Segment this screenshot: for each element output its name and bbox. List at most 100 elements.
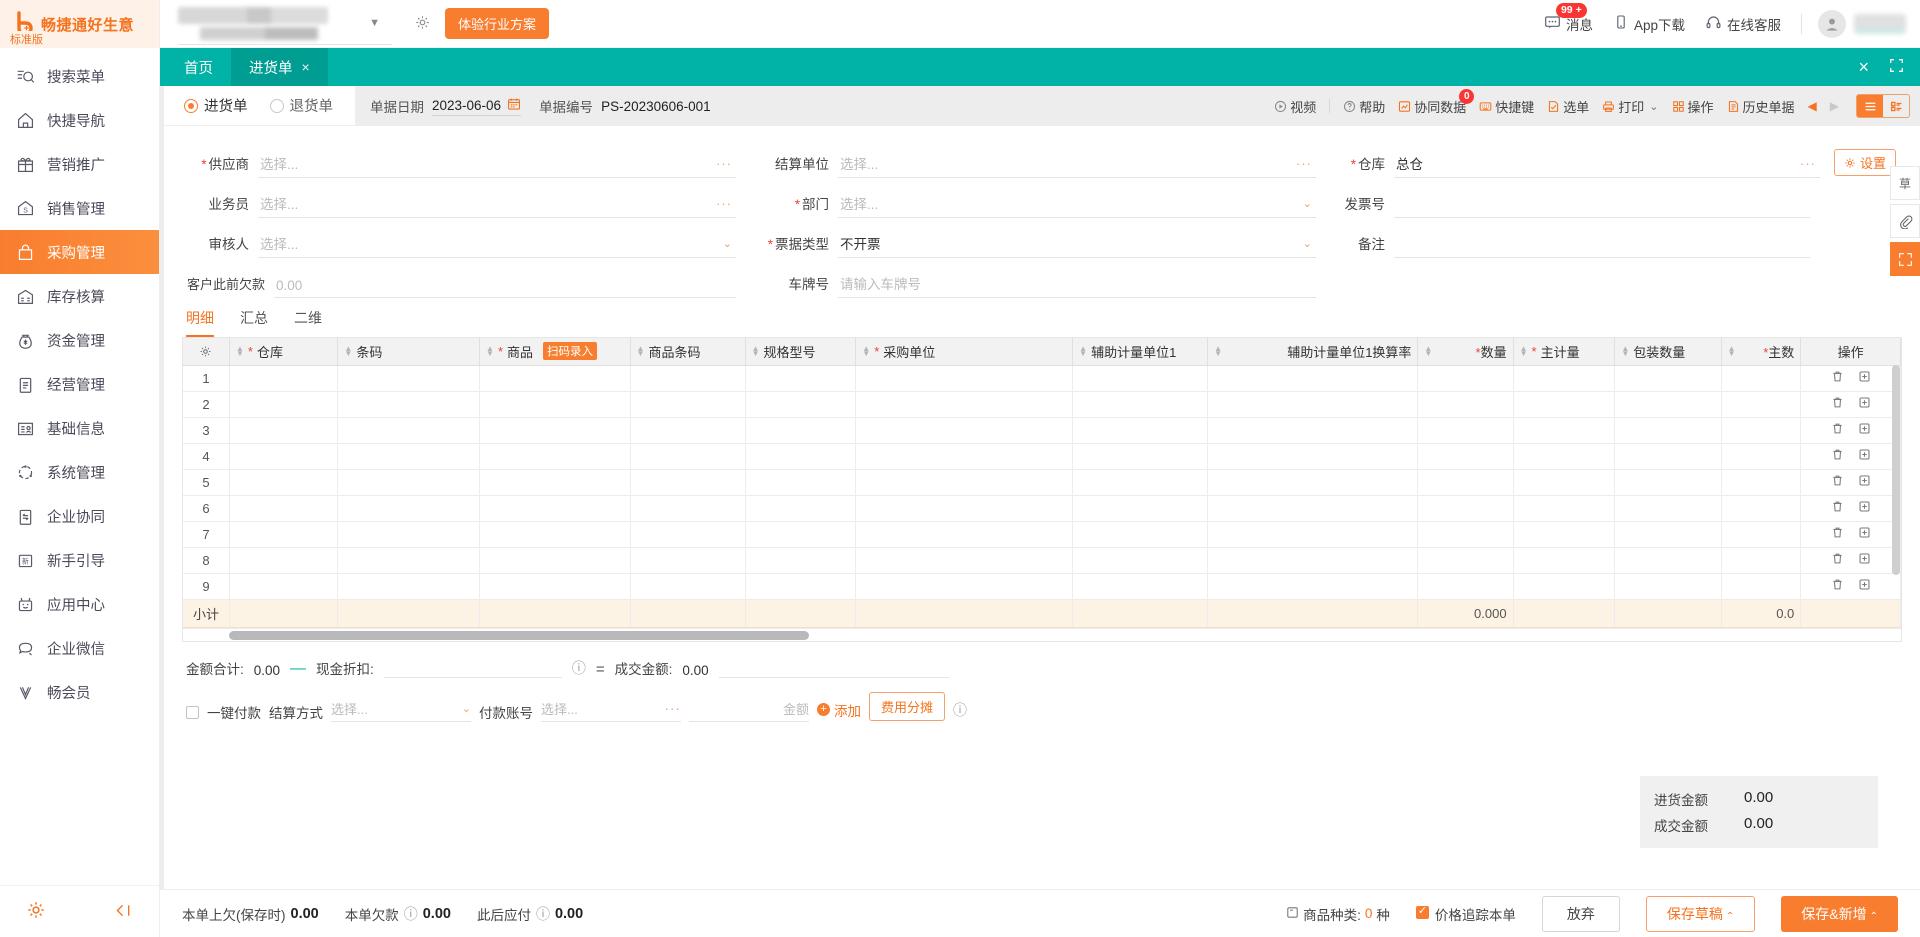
delete-icon[interactable] bbox=[1831, 474, 1844, 490]
cell-purchase-unit[interactable] bbox=[855, 391, 1074, 418]
cell-spec[interactable] bbox=[745, 495, 857, 522]
cell-purchase-unit[interactable] bbox=[855, 365, 1074, 392]
cell-product[interactable] bbox=[479, 417, 631, 444]
scrollbar-thumb[interactable] bbox=[229, 630, 809, 640]
cell-aux-unit[interactable] bbox=[1072, 547, 1209, 574]
table-row[interactable]: 3 bbox=[183, 417, 1901, 444]
cell-product-barcode[interactable] bbox=[630, 391, 746, 418]
column-quantity[interactable]: ▲ ▼ *数量 bbox=[1417, 338, 1514, 366]
more-icon[interactable]: ··· bbox=[1296, 155, 1312, 171]
cell-purchase-unit[interactable] bbox=[855, 495, 1074, 522]
cell-aux-unit[interactable] bbox=[1072, 443, 1209, 470]
cell-spec[interactable] bbox=[745, 391, 857, 418]
warehouse-input[interactable]: 总仓 ··· bbox=[1394, 153, 1820, 178]
cell-main-qty[interactable] bbox=[1721, 443, 1802, 470]
cell-main-unit[interactable] bbox=[1513, 469, 1616, 496]
cell-quantity[interactable] bbox=[1417, 521, 1514, 548]
price-trace-checkbox[interactable] bbox=[1415, 904, 1429, 919]
cell-warehouse[interactable] bbox=[229, 417, 339, 444]
cell-purchase-unit[interactable] bbox=[855, 573, 1074, 600]
toolbar-print[interactable]: 打印 ⌄ bbox=[1602, 97, 1659, 116]
add-row-icon[interactable] bbox=[1858, 526, 1871, 542]
cell-product-barcode[interactable] bbox=[630, 443, 746, 470]
delete-icon[interactable] bbox=[1831, 422, 1844, 438]
toolbar-history[interactable]: 历史单据 bbox=[1727, 97, 1795, 116]
sidebar-item-quick-nav[interactable]: 快捷导航 bbox=[0, 98, 159, 142]
column-settings-icon[interactable] bbox=[189, 345, 223, 358]
scan-entry-tag[interactable]: 扫码录入 bbox=[543, 342, 598, 361]
cell-product-barcode[interactable] bbox=[630, 469, 746, 496]
cell-package-qty[interactable] bbox=[1614, 391, 1722, 418]
avatar[interactable] bbox=[1818, 9, 1846, 38]
cell-aux-rate[interactable] bbox=[1207, 417, 1419, 444]
cell-quantity[interactable] bbox=[1417, 417, 1514, 444]
cell-aux-rate[interactable] bbox=[1207, 547, 1419, 574]
chevron-down-icon[interactable]: ⌄ bbox=[722, 237, 732, 250]
sort-icon[interactable]: ▲ ▼ bbox=[1727, 344, 1736, 359]
column-settings-header[interactable] bbox=[183, 338, 230, 366]
column-aux-unit-1-rate[interactable]: ▲ ▼ 辅助计量单位1换算率 bbox=[1207, 338, 1419, 366]
next-doc-arrow[interactable]: ▶ bbox=[1829, 99, 1839, 113]
cell-purchase-unit[interactable] bbox=[855, 417, 1074, 444]
radio-purchase-order[interactable]: 进货单 bbox=[184, 95, 248, 116]
cell-barcode[interactable] bbox=[337, 547, 481, 574]
sort-icon[interactable]: ▲ ▼ bbox=[1621, 344, 1630, 359]
sort-icon[interactable]: ▲ ▼ bbox=[235, 344, 244, 359]
cell-warehouse[interactable] bbox=[229, 547, 339, 574]
cell-product[interactable] bbox=[479, 547, 631, 574]
cell-main-qty[interactable] bbox=[1721, 495, 1802, 522]
cell-aux-unit[interactable] bbox=[1072, 391, 1209, 418]
add-row-icon[interactable] bbox=[1858, 396, 1871, 412]
cell-purchase-unit[interactable] bbox=[855, 469, 1074, 496]
cell-warehouse[interactable] bbox=[229, 365, 339, 392]
sidebar-item-wecom[interactable]: 企业微信 bbox=[0, 626, 159, 670]
sidebar-item-marketing[interactable]: 营销推广 bbox=[0, 142, 159, 186]
cell-main-qty[interactable] bbox=[1721, 417, 1802, 444]
add-payment-button[interactable]: + 添加 bbox=[817, 700, 861, 720]
cell-aux-unit[interactable] bbox=[1072, 573, 1209, 600]
draft-icon[interactable]: 草 bbox=[1890, 166, 1920, 200]
cell-aux-unit[interactable] bbox=[1072, 521, 1209, 548]
cell-main-unit[interactable] bbox=[1513, 443, 1616, 470]
tab-purchase-order[interactable]: 进货单 × bbox=[231, 48, 328, 86]
delete-icon[interactable] bbox=[1831, 448, 1844, 464]
table-row[interactable]: 9 bbox=[183, 573, 1901, 600]
sidebar-item-vip[interactable]: 畅会员 bbox=[0, 670, 159, 714]
cell-aux-rate[interactable] bbox=[1207, 495, 1419, 522]
plate-number-input[interactable]: 请输入车牌号 bbox=[838, 273, 1316, 298]
help-icon[interactable]: ⓘ bbox=[403, 905, 418, 922]
app-download-link[interactable]: App下载 bbox=[1613, 14, 1685, 34]
expand-icon[interactable] bbox=[1889, 58, 1904, 76]
cell-product[interactable] bbox=[479, 469, 631, 496]
cell-product[interactable] bbox=[479, 443, 631, 470]
cell-spec[interactable] bbox=[745, 469, 857, 496]
auditor-select[interactable]: 选择... ⌄ bbox=[258, 233, 736, 258]
help-icon[interactable]: ⓘ bbox=[571, 659, 586, 676]
table-row[interactable]: 4 bbox=[183, 443, 1901, 470]
prev-doc-arrow[interactable]: ◀ bbox=[1807, 99, 1817, 113]
chevron-down-icon[interactable]: ⌄ bbox=[461, 702, 471, 715]
column-main-qty[interactable]: ▲ ▼ *主数 bbox=[1721, 338, 1802, 366]
column-package-qty[interactable]: ▲ ▼ 包装数量 bbox=[1614, 338, 1722, 366]
more-icon[interactable]: ··· bbox=[664, 700, 681, 716]
cell-purchase-unit[interactable] bbox=[855, 443, 1074, 470]
sidebar-item-collaboration[interactable]: 企业协同 bbox=[0, 494, 159, 538]
sidebar-item-newbie-guide[interactable]: 新 新手引导 bbox=[0, 538, 159, 582]
cell-product[interactable] bbox=[479, 391, 631, 418]
table-row[interactable]: 2 bbox=[183, 391, 1901, 418]
cell-aux-rate[interactable] bbox=[1207, 391, 1419, 418]
toolbar-shortcuts[interactable]: 快捷键 bbox=[1479, 97, 1534, 116]
discard-button[interactable]: 放弃 bbox=[1541, 895, 1620, 932]
column-product-barcode[interactable]: ▲ ▼ 商品条码 bbox=[630, 338, 746, 366]
cell-aux-unit[interactable] bbox=[1072, 417, 1209, 444]
cell-main-qty[interactable] bbox=[1721, 391, 1802, 418]
sidebar-item-inventory[interactable]: 库存核算 bbox=[0, 274, 159, 318]
settings-button[interactable]: 设置 bbox=[1833, 149, 1896, 176]
cell-aux-rate[interactable] bbox=[1207, 521, 1419, 548]
column-warehouse[interactable]: ▲ ▼ * 仓库 bbox=[229, 338, 339, 366]
cell-barcode[interactable] bbox=[337, 443, 481, 470]
cell-spec[interactable] bbox=[745, 521, 857, 548]
cell-barcode[interactable] bbox=[337, 469, 481, 496]
sidebar-item-basic-info[interactable]: 基础信息 bbox=[0, 406, 159, 450]
add-row-icon[interactable] bbox=[1858, 422, 1871, 438]
